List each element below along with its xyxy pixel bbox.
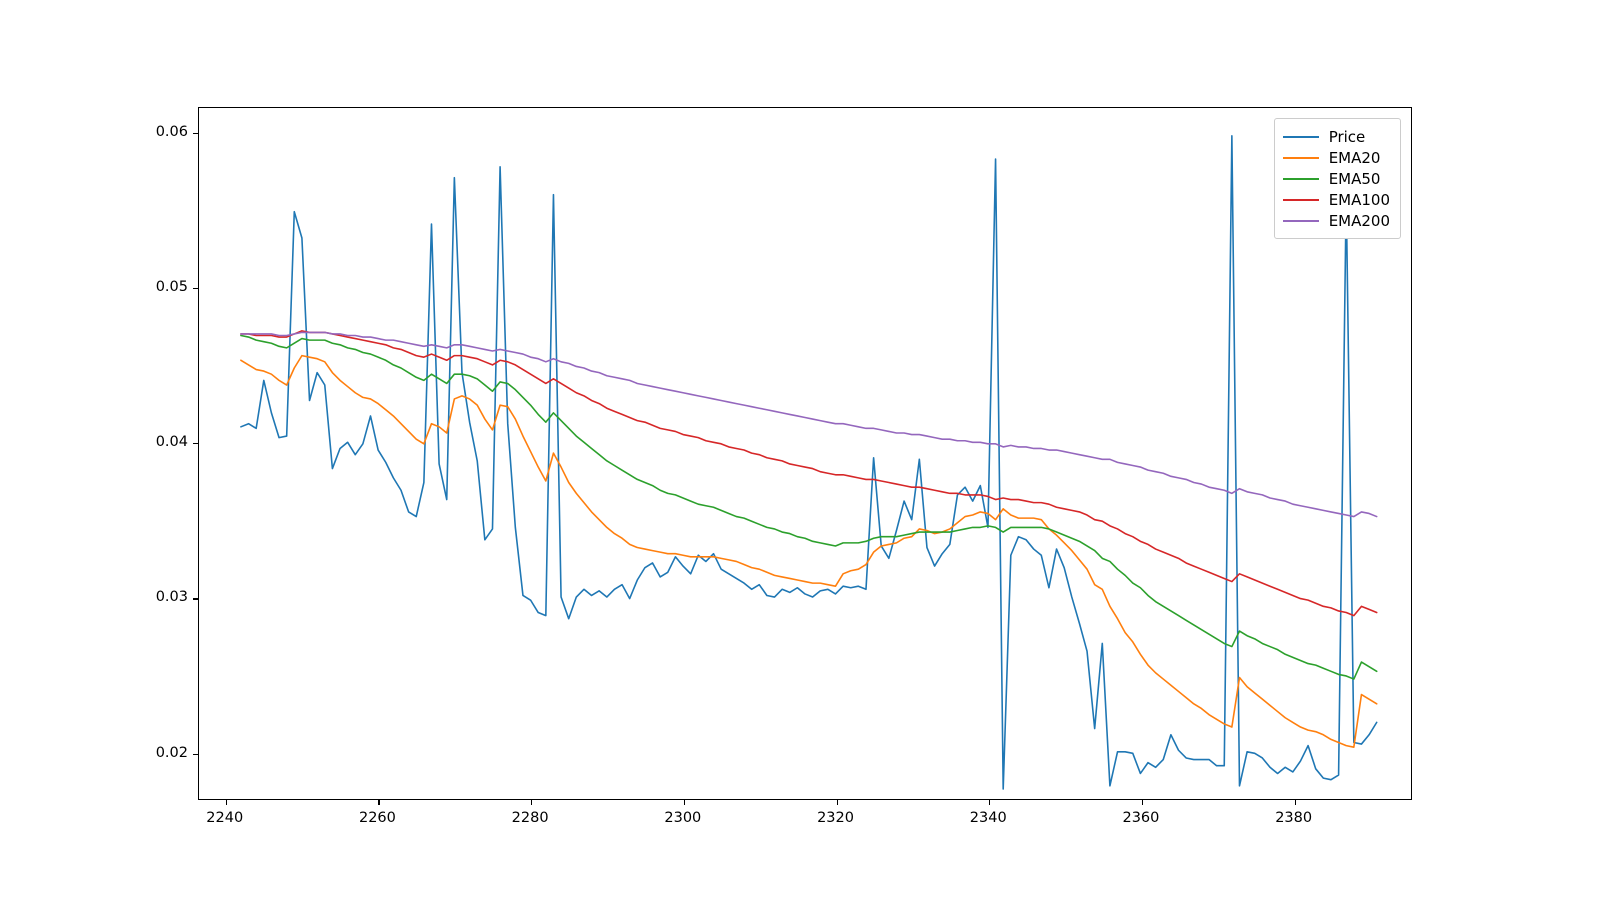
legend-item-label: Price — [1328, 127, 1366, 146]
x-tick-label: 2320 — [817, 810, 854, 826]
y-tick-mark — [193, 132, 199, 134]
y-tick-mark — [193, 443, 199, 445]
x-tick-label: 2340 — [969, 810, 1007, 826]
legend-item-label: EMA50 — [1328, 169, 1381, 188]
legend-item-price[interactable]: Price — [1282, 126, 1390, 147]
x-tick-label: 2380 — [1275, 810, 1313, 826]
y-tick-mark — [193, 753, 199, 755]
y-tick-label: 0.06 — [155, 123, 188, 140]
x-tick-mark — [683, 799, 685, 805]
x-tick-mark — [225, 799, 227, 805]
y-tick-label: 0.05 — [155, 279, 188, 296]
chart-legend[interactable]: Price EMA20 EMA50 EMA100 EMA200 — [1273, 118, 1401, 239]
legend-color-swatch — [1282, 135, 1319, 138]
x-tick-label: 2280 — [511, 810, 549, 826]
legend-item-ema20[interactable]: EMA20 — [1282, 147, 1390, 168]
x-tick-label: 2240 — [206, 810, 244, 826]
y-tick-label: 0.02 — [155, 744, 188, 761]
legend-color-swatch — [1282, 156, 1319, 159]
legend-color-swatch — [1282, 219, 1319, 222]
x-tick-label: 2260 — [358, 810, 396, 826]
x-tick-mark — [989, 799, 991, 805]
legend-color-swatch — [1282, 177, 1319, 180]
x-tick-mark — [1141, 799, 1144, 805]
plot-area: Price EMA20 EMA50 EMA100 EMA200 — [193, 107, 1412, 805]
y-tick-label: 0.03 — [155, 589, 188, 606]
y-tick-mark — [193, 598, 199, 600]
series-line-ema100 — [240, 330, 1378, 617]
x-tick-mark — [531, 799, 533, 805]
series-line-ema20 — [240, 354, 1378, 748]
legend-item-ema200[interactable]: EMA200 — [1282, 210, 1390, 231]
series-line-ema50 — [240, 334, 1378, 680]
x-tick-label: 2360 — [1122, 810, 1160, 826]
plot-lines-svg — [240, 135, 1378, 790]
x-tick-mark — [836, 799, 838, 805]
y-tick-label: 0.04 — [155, 434, 188, 451]
series-line-ema200 — [240, 331, 1378, 518]
legend-item-ema100[interactable]: EMA100 — [1282, 189, 1390, 210]
legend-item-label: EMA20 — [1328, 148, 1381, 167]
legend-color-swatch — [1282, 198, 1319, 201]
y-tick-mark — [193, 288, 199, 290]
legend-item-label: EMA100 — [1328, 190, 1390, 209]
x-tick-mark — [378, 799, 380, 805]
legend-item-ema50[interactable]: EMA50 — [1282, 168, 1390, 189]
series-line-price — [240, 135, 1378, 790]
x-tick-mark — [1294, 799, 1296, 805]
legend-item-label: EMA200 — [1328, 211, 1390, 230]
x-tick-label: 2300 — [664, 810, 702, 826]
